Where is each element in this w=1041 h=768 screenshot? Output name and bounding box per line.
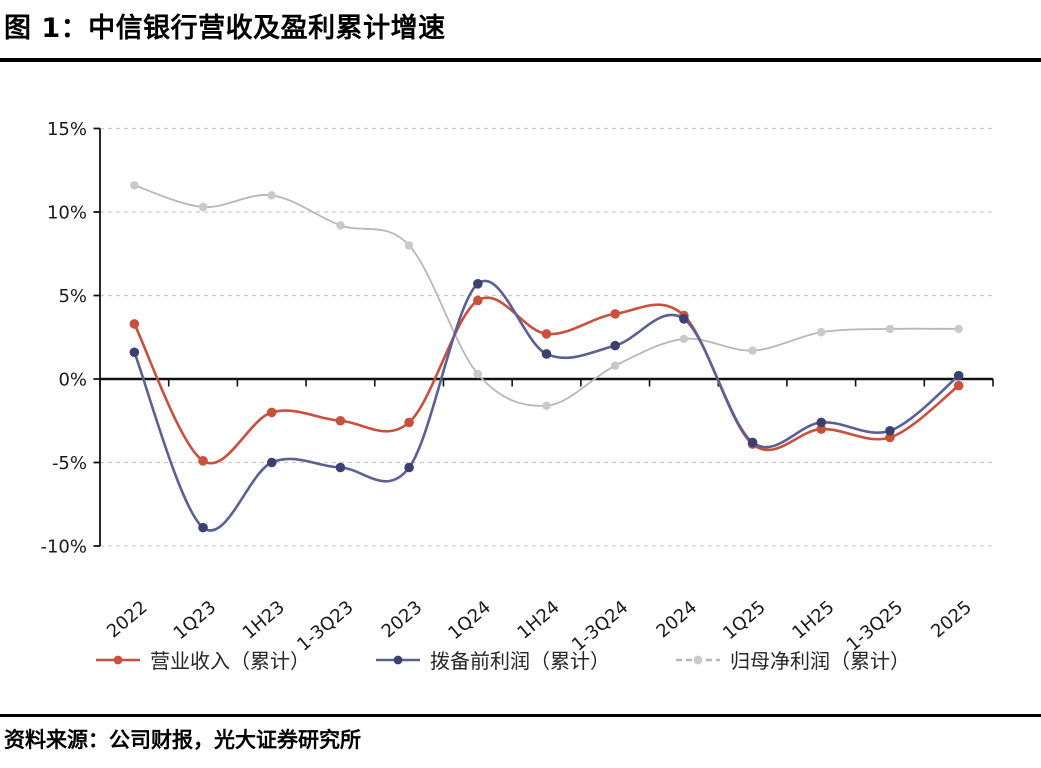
data-point <box>404 417 414 428</box>
data-point <box>266 407 277 418</box>
data-point <box>953 380 964 391</box>
x-tick-label: 1H25 <box>788 597 838 644</box>
data-point <box>885 432 895 443</box>
data-point <box>198 456 208 466</box>
legend-item: 营业收入（累计） <box>95 645 310 674</box>
source-note: 资料来源：公司财报，光大证券研究所 <box>4 728 361 752</box>
x-tick-label: 1H24 <box>514 597 564 644</box>
x-tick-label: 2022 <box>103 597 152 643</box>
legend-marker-icon <box>376 655 420 664</box>
data-point <box>679 314 689 324</box>
data-point <box>198 202 208 212</box>
x-tick-label: 2023 <box>378 597 427 643</box>
data-point <box>129 347 140 358</box>
legend-item: 归母净利润（累计） <box>675 645 910 674</box>
data-point <box>541 329 552 339</box>
data-point <box>541 349 552 359</box>
x-tick-label: 1H23 <box>239 597 289 644</box>
legend-label: 归母净利润（累计） <box>730 649 910 673</box>
data-point <box>817 328 826 337</box>
legend-marker-icon <box>96 655 140 664</box>
data-point <box>336 221 345 230</box>
chart-legend: 营业收入（累计） 拨备前利润（累计） 归母净利润（累计） <box>0 645 1041 679</box>
legend-marker-icon <box>676 655 720 664</box>
data-point <box>198 522 208 533</box>
x-tick-label: 1Q23 <box>170 597 221 644</box>
figure-title: 图 1：中信银行营收及盈利累计增速 <box>4 13 446 44</box>
y-tick-label: 15% <box>47 119 87 140</box>
title-divider <box>0 58 1041 62</box>
y-tick-label: 5% <box>58 286 87 307</box>
data-point <box>335 415 346 426</box>
data-point <box>816 417 827 428</box>
data-point <box>404 241 414 250</box>
y-tick-label: -10% <box>40 537 87 558</box>
y-tick-label: 0% <box>58 370 87 391</box>
x-tick-label: 1Q24 <box>444 597 495 644</box>
series-line <box>133 279 960 532</box>
data-point <box>610 361 620 370</box>
y-tick-label: -5% <box>52 453 87 474</box>
legend-label: 营业收入（累计） <box>150 649 310 673</box>
source-divider <box>0 714 1041 717</box>
data-point <box>473 279 483 289</box>
data-point <box>885 324 895 334</box>
data-point <box>816 424 827 434</box>
data-point <box>953 370 964 381</box>
series-line <box>133 184 960 407</box>
legend-item: 拨备前利润（累计） <box>375 645 610 674</box>
x-tick-label: 2024 <box>653 597 702 643</box>
data-point <box>473 295 483 306</box>
data-point <box>747 437 758 448</box>
data-point <box>954 324 963 334</box>
data-point <box>267 191 276 200</box>
data-point <box>130 181 139 190</box>
data-point <box>610 340 620 351</box>
data-point <box>335 462 346 473</box>
series-line <box>133 296 960 465</box>
legend-label: 拨备前利润（累计） <box>430 649 610 673</box>
data-point <box>679 334 689 344</box>
data-point <box>542 401 551 410</box>
data-point <box>473 369 483 379</box>
data-point <box>748 346 757 355</box>
y-tick-label: 10% <box>47 203 87 224</box>
data-point <box>610 309 620 319</box>
x-tick-label: 2025 <box>927 597 976 643</box>
x-tick-label: 1Q25 <box>719 597 770 644</box>
data-point <box>266 457 277 468</box>
data-point <box>404 462 414 473</box>
data-point <box>885 425 895 436</box>
data-point <box>129 319 140 329</box>
